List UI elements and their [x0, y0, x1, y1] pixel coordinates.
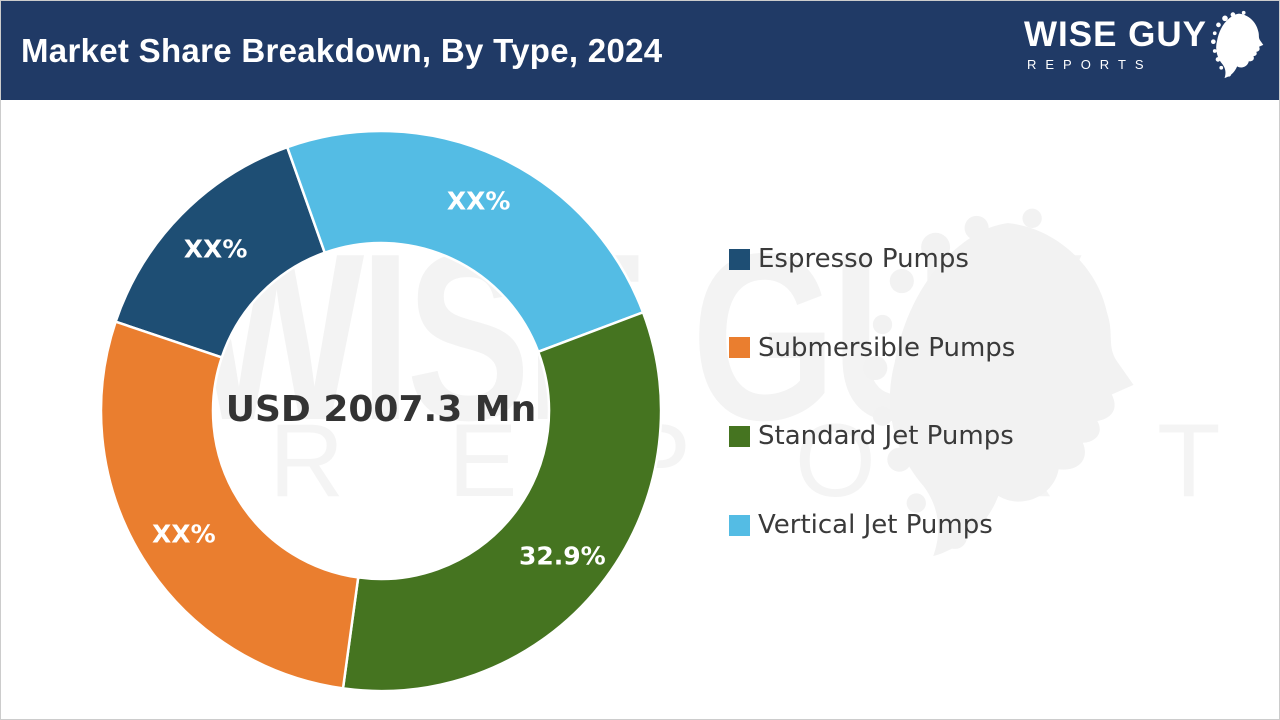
legend-label: Standard Jet Pumps: [758, 421, 1014, 452]
legend-label: Espresso Pumps: [758, 244, 969, 274]
legend-swatch-standard-jet-pumps: [729, 425, 750, 447]
legend-label: Vertical Jet Pumps: [758, 509, 993, 540]
logo-head-icon: [1211, 8, 1267, 80]
pie-slice-submersible-pumps: [99, 320, 360, 690]
pie-slice-standard-jet-pumps: [341, 310, 663, 693]
legend-item-submersible-pumps: Submersible Pumps: [729, 332, 1016, 363]
wise-guy-logo: WISE GUY REPORTS: [1024, 8, 1267, 80]
slice-label-submersible-pumps: XX%: [152, 519, 216, 548]
slice-label-vertical-jet-pumps: XX%: [447, 187, 511, 216]
pie-slice-vertical-jet-pumps: [285, 129, 645, 354]
chart-legend: Espresso Pumps Submersible Pumps Standar…: [729, 245, 1015, 539]
slice-label-espresso-pumps: XX%: [184, 234, 248, 263]
chart-center-value: USD 2007.3 Mn: [225, 389, 537, 430]
legend-item-espresso-pumps: Espresso Pumps: [729, 245, 1015, 274]
page-title: Market Share Breakdown, By Type, 2024: [21, 32, 663, 69]
legend-swatch-vertical-jet-pumps: [729, 514, 750, 536]
legend-swatch-submersible-pumps: [729, 337, 750, 359]
logo-subtitle: REPORTS: [1026, 56, 1153, 72]
slice-label-standard-jet-pumps: 32.9%: [519, 542, 606, 571]
legend-label: Submersible Pumps: [758, 332, 1016, 363]
logo-wordmark: WISE GUY: [1023, 14, 1207, 54]
legend-swatch-espresso-pumps: [729, 248, 750, 270]
header-bar: Market Share Breakdown, By Type, 2024 WI…: [1, 1, 1279, 100]
watermark-text-line2: REPORTS: [269, 403, 1279, 519]
legend-item-standard-jet-pumps: Standard Jet Pumps: [729, 422, 1015, 451]
legend-item-vertical-jet-pumps: Vertical Jet Pumps: [729, 511, 1015, 540]
